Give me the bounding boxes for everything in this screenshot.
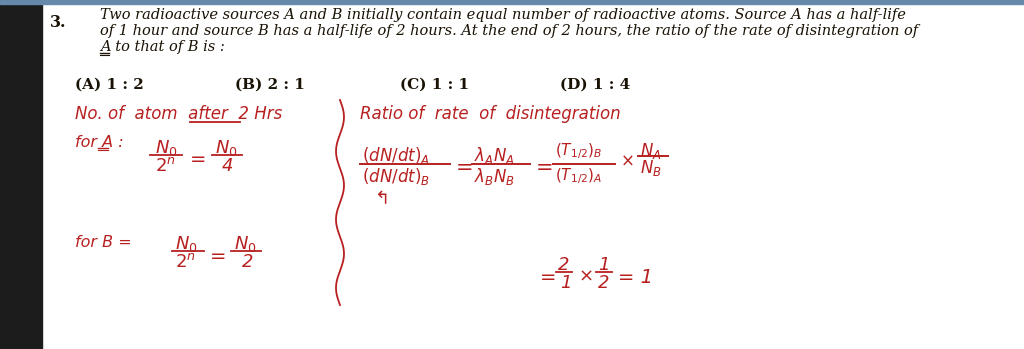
Text: $\Lsh$: $\Lsh$ <box>371 190 388 208</box>
Text: A to that of B is :: A to that of B is : <box>100 40 224 54</box>
Text: = 1: = 1 <box>618 268 653 287</box>
Text: No. of  atom  after  2 Hrs: No. of atom after 2 Hrs <box>75 105 283 123</box>
Text: (A) 1 : 2: (A) 1 : 2 <box>75 78 143 92</box>
Text: $N_B$: $N_B$ <box>640 158 662 178</box>
Text: $N_0$: $N_0$ <box>215 138 238 158</box>
Text: $2^n$: $2^n$ <box>155 157 176 175</box>
Text: $N_0$: $N_0$ <box>155 138 178 158</box>
Text: $(T_{1/2})_B$: $(T_{1/2})_B$ <box>555 141 602 161</box>
Text: $(T_{1/2})_A$: $(T_{1/2})_A$ <box>555 166 602 186</box>
Text: for B =: for B = <box>75 235 132 250</box>
Text: 2: 2 <box>558 256 569 274</box>
Text: (D) 1 : 4: (D) 1 : 4 <box>560 78 630 92</box>
Text: $\times$: $\times$ <box>578 267 593 285</box>
Text: Two radioactive sources A and B initially contain equal number of radioactive at: Two radioactive sources A and B initiall… <box>100 8 906 22</box>
Text: =: = <box>536 158 554 178</box>
Text: Ratio of  rate  of  disintegration: Ratio of rate of disintegration <box>360 105 621 123</box>
Text: =: = <box>540 268 556 287</box>
Text: =: = <box>190 150 207 169</box>
Text: $\lambda_A N_A$: $\lambda_A N_A$ <box>474 145 515 166</box>
Text: 1: 1 <box>598 256 609 274</box>
Text: $(dN/dt)_B$: $(dN/dt)_B$ <box>362 166 430 187</box>
Text: $N_A$: $N_A$ <box>640 141 662 161</box>
Text: $(dN/dt)_A$: $(dN/dt)_A$ <box>362 145 430 166</box>
Text: $N_0$: $N_0$ <box>175 234 198 254</box>
Text: (C) 1 : 1: (C) 1 : 1 <box>400 78 469 92</box>
Text: =: = <box>456 158 474 178</box>
Text: 4: 4 <box>222 157 233 175</box>
Text: $\lambda_B N_B$: $\lambda_B N_B$ <box>474 166 515 187</box>
Text: $N_0$: $N_0$ <box>234 234 257 254</box>
Text: of 1 hour and source B has a half-life of 2 hours. At the end of 2 hours, the ra: of 1 hour and source B has a half-life o… <box>100 24 919 38</box>
Text: 2: 2 <box>598 274 609 292</box>
Text: (B) 2 : 1: (B) 2 : 1 <box>234 78 305 92</box>
Text: 1: 1 <box>560 274 571 292</box>
Bar <box>0 0 42 349</box>
Text: $2^n$: $2^n$ <box>175 253 196 271</box>
Bar <box>0 0 1024 4</box>
Text: $\times$: $\times$ <box>620 152 634 170</box>
Text: 2: 2 <box>242 253 254 271</box>
Text: 3.: 3. <box>50 14 67 31</box>
Text: for A :: for A : <box>75 135 124 150</box>
Text: =: = <box>210 247 226 266</box>
